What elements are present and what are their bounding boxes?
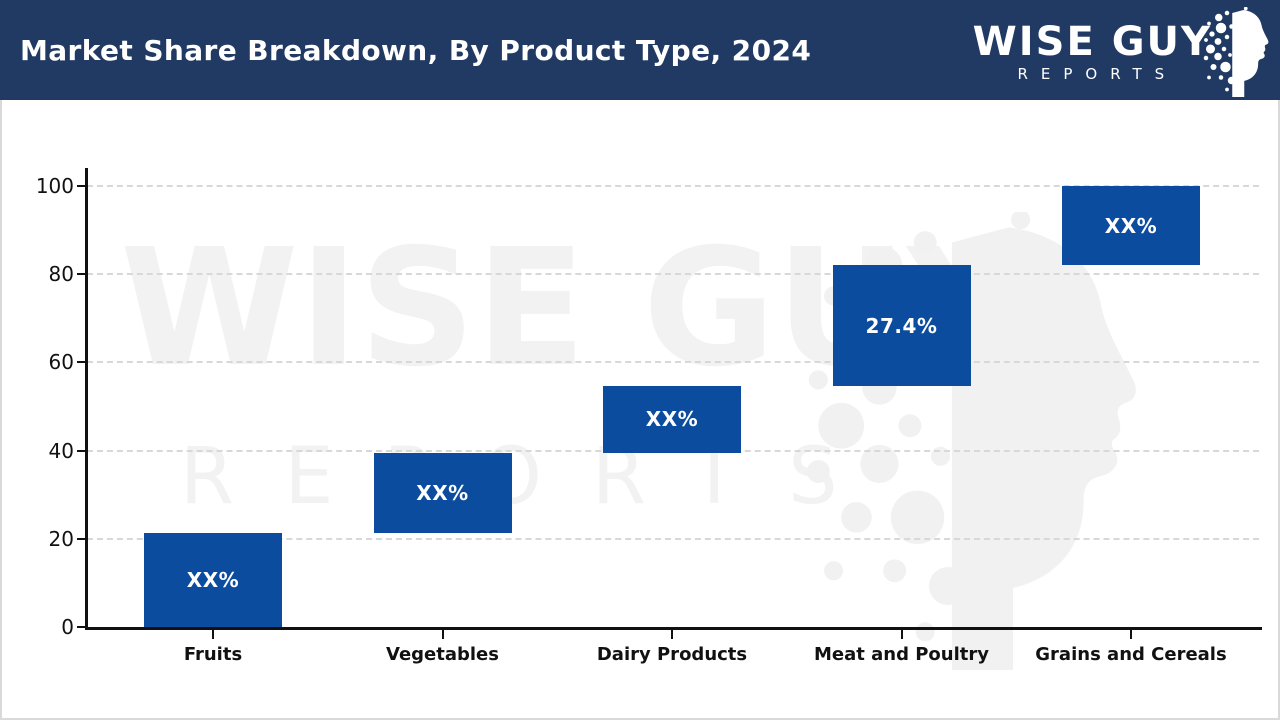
y-tick-label-80: 80 <box>48 262 74 287</box>
y-tick-label-20: 20 <box>48 526 74 551</box>
x-axis-line <box>85 627 1262 630</box>
y-tick-0 <box>77 626 87 628</box>
x-tick-label-meat-and-poultry: Meat and Poultry <box>813 644 989 665</box>
bar-grains-and-cereals: XX% <box>1062 186 1200 266</box>
y-tick-label-100: 100 <box>35 174 74 198</box>
x-tick-dairy-products <box>671 630 673 639</box>
page-title: Market Share Breakdown, By Product Type,… <box>20 33 812 67</box>
x-tick-fruits <box>212 630 214 639</box>
bar-value-label-vegetables: XX% <box>416 480 469 505</box>
y-tick-20 <box>77 537 87 540</box>
bar-value-label-dairy-products: XX% <box>645 407 699 432</box>
bar-fruits: XX% <box>144 533 282 627</box>
bar-value-label-meat-and-poultry: 27.4% <box>865 313 938 338</box>
y-tick-40 <box>77 449 87 452</box>
y-tick-label-0: 0 <box>61 615 74 639</box>
x-tick-grains-and-cereals <box>1130 630 1132 639</box>
y-tick-label-40: 40 <box>48 438 74 463</box>
y-tick-label-60: 60 <box>48 350 74 375</box>
bar-value-label-grains-and-cereals: XX% <box>1104 213 1158 238</box>
header-bar: Market Share Breakdown, By Product Type,… <box>0 0 1280 100</box>
brand-logo: WISE GUY REPORTS <box>973 6 1274 98</box>
y-axis-line <box>85 168 88 630</box>
x-tick-label-dairy-products: Dairy Products <box>596 644 748 665</box>
brand-logo-text: WISE GUY REPORTS <box>973 21 1212 83</box>
chart-area: WISE GUY REPORTS 0 20 40 60 80 100 XX% Fruits XX… <box>0 100 1280 720</box>
y-tick-80 <box>77 273 87 276</box>
y-tick-100 <box>77 185 87 187</box>
bar-value-label-fruits: XX% <box>186 568 240 593</box>
gridline-100 <box>87 185 1259 187</box>
x-tick-label-vegetables: Vegetables <box>386 644 499 665</box>
gridline-60 <box>87 361 1259 364</box>
y-tick-60 <box>77 361 87 364</box>
brand-name: WISE GUY <box>972 19 1212 65</box>
x-tick-label-grains-and-cereals: Grains and Cereals <box>1035 644 1227 665</box>
x-tick-meat-and-poultry <box>900 630 903 639</box>
gridline-80 <box>87 273 1259 276</box>
brand-subtitle: REPORTS <box>1017 65 1178 83</box>
waterfall-chart: 0 20 40 60 80 100 XX% Fruits XX% Vegetables XX% Dai… <box>2 100 1278 718</box>
bar-vegetables: XX% <box>373 452 512 534</box>
wiseguy-head-icon <box>1198 7 1274 97</box>
x-tick-label-fruits: Fruits <box>183 644 243 665</box>
gridline-20 <box>87 537 1259 540</box>
bar-meat-and-poultry: 27.4% <box>832 265 971 387</box>
bar-dairy-products: XX% <box>603 386 741 453</box>
x-tick-vegetables <box>441 630 444 639</box>
